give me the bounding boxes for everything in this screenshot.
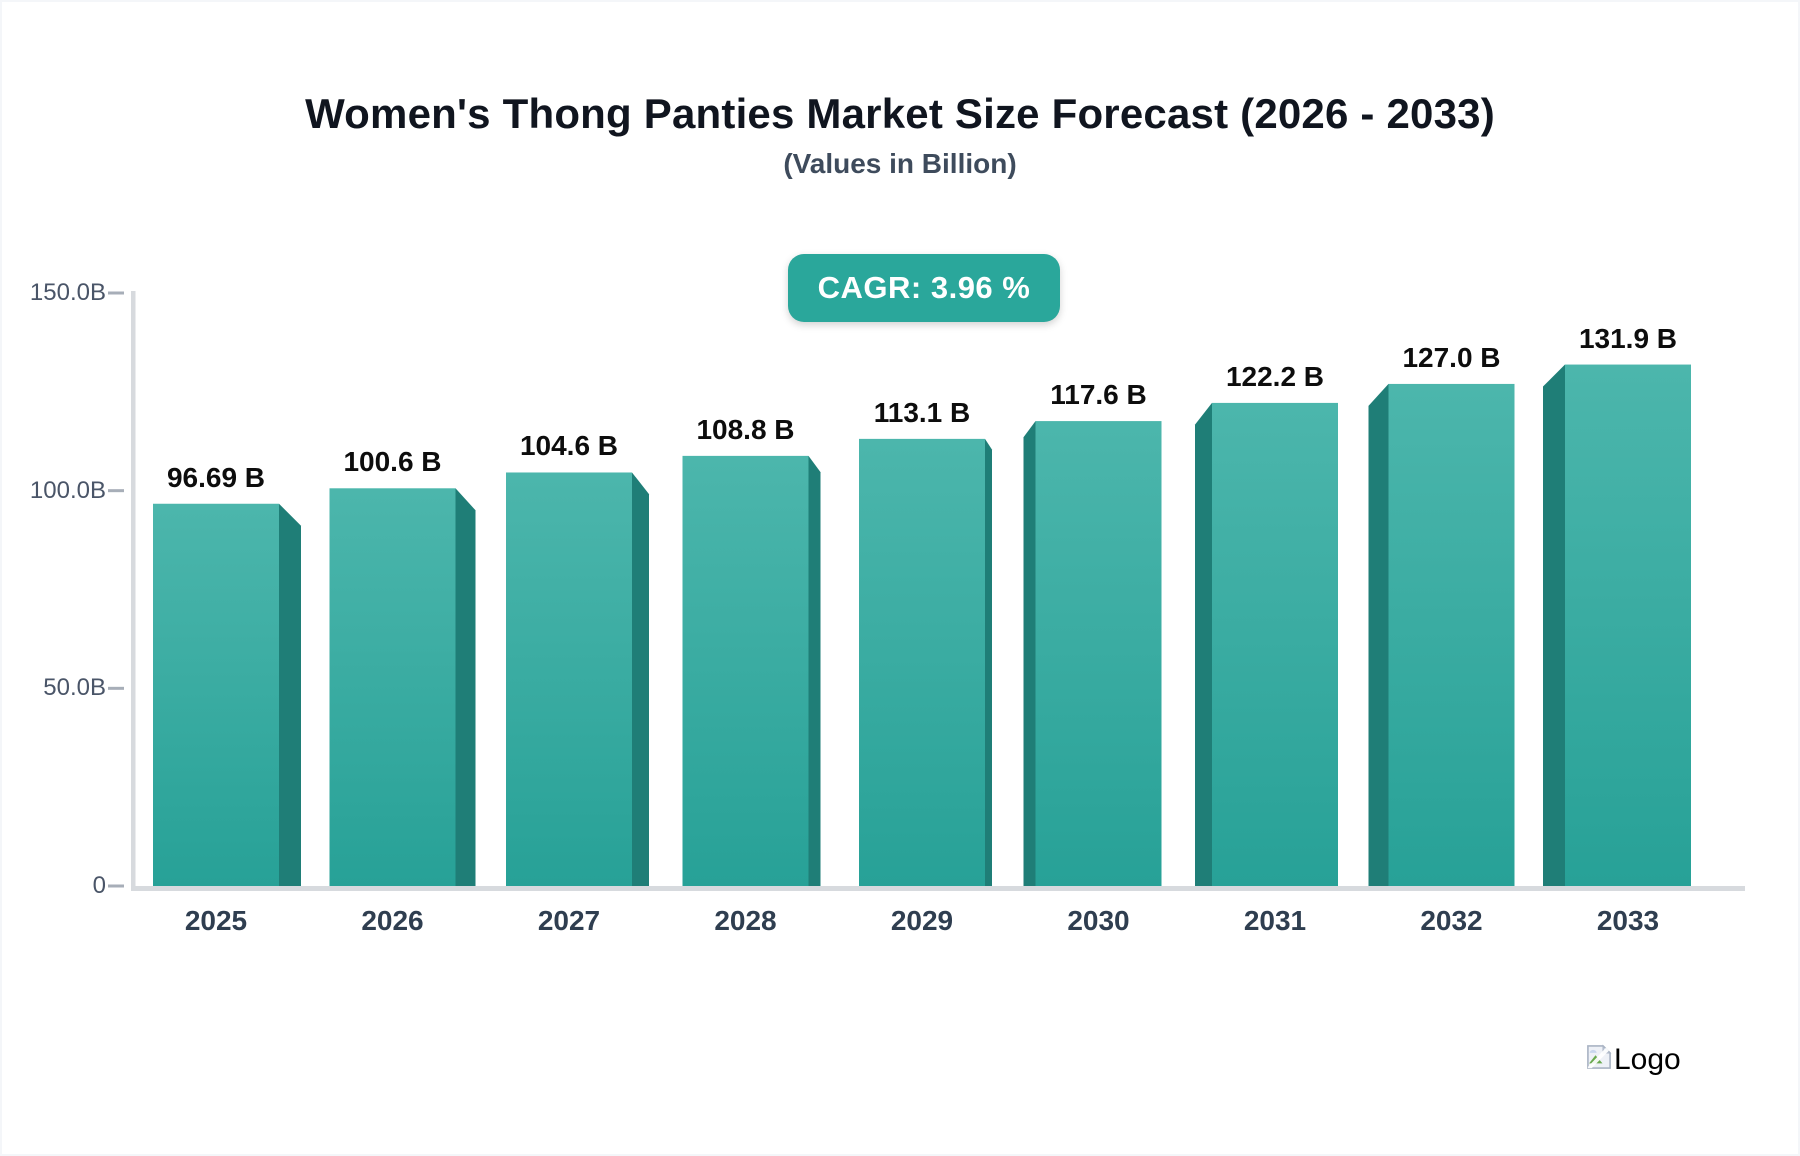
bar-2025[interactable]: [153, 503, 301, 886]
bar-value-label: 100.6 B: [343, 446, 442, 478]
bar-2031[interactable]: [1195, 402, 1338, 886]
bar-2030[interactable]: [1023, 421, 1162, 886]
cagr-badge: CAGR: 3.96 %: [788, 254, 1060, 322]
bar-value-label: 104.6 B: [519, 430, 619, 462]
bar-main-face: [1212, 402, 1338, 886]
bar-side-face: [455, 488, 476, 886]
y-tick: [108, 291, 124, 295]
bar-2027[interactable]: [506, 472, 649, 886]
bar-main-face: [329, 488, 456, 886]
bar-2033[interactable]: [1543, 364, 1691, 887]
bar-2032[interactable]: [1368, 383, 1515, 886]
bar-main-face: [859, 438, 985, 886]
bar-side-face: [1368, 383, 1389, 886]
x-axis-label: 2033: [1596, 905, 1660, 936]
bar-value-label: 113.1 B: [873, 396, 971, 428]
bar-side-face: [808, 455, 821, 886]
bar-value-label: 96.69 B: [166, 461, 266, 493]
y-axis-line: [131, 291, 136, 891]
bar-side-face: [985, 438, 992, 886]
x-axis-label: 2032: [1420, 905, 1483, 936]
y-tick: [108, 884, 124, 888]
broken-image-icon: [1587, 1044, 1612, 1069]
bar-main-face: [682, 455, 809, 886]
y-axis-label: 150.0B: [29, 279, 106, 306]
bar-main-face: [1388, 383, 1515, 886]
bar-main-face: [153, 503, 279, 886]
x-axis-line: [131, 886, 1745, 891]
cagr-label: CAGR: 3.96 %: [817, 270, 1031, 305]
bar-2028[interactable]: [682, 455, 821, 886]
bar-side-face: [1543, 364, 1565, 887]
x-axis-label: 2025: [184, 905, 248, 936]
x-axis-label: 2028: [714, 905, 777, 936]
bar-side-face: [632, 472, 649, 886]
x-axis-label: 2026: [361, 905, 424, 936]
bar-side-face: [1195, 402, 1212, 886]
y-axis-label: 0: [92, 872, 106, 899]
bar-2029[interactable]: [859, 438, 992, 886]
bar-side-face: [1023, 421, 1036, 886]
logo: Logo: [1585, 1040, 1681, 1080]
y-axis-label: 50.0B: [43, 674, 106, 702]
bar-main-face: [1035, 421, 1162, 886]
x-axis-label: 2031: [1243, 905, 1307, 936]
bar-main-face: [506, 472, 632, 886]
x-axis-label: 2027: [537, 905, 601, 936]
chart-title: Women's Thong Panties Market Size Foreca…: [305, 90, 1495, 137]
bar-side-face: [279, 503, 301, 886]
chart-subtitle: (Values in Billion): [783, 148, 1017, 179]
bar-value-label: 117.6 B: [1050, 379, 1147, 411]
logo-text: Logo: [1614, 1043, 1681, 1076]
x-axis-label: 2030: [1067, 905, 1130, 936]
bar-value-label: 131.9 B: [1578, 322, 1678, 354]
bar-2026[interactable]: [329, 488, 476, 886]
y-tick: [108, 686, 124, 690]
bar-value-label: 122.2 B: [1225, 360, 1325, 392]
bar-value-label: 108.8 B: [696, 413, 795, 445]
y-axis-label: 100.0B: [29, 476, 106, 504]
y-tick: [108, 489, 124, 493]
bar-value-label: 127.0 B: [1402, 341, 1501, 373]
x-axis-label: 2029: [890, 905, 954, 936]
bar-main-face: [1565, 364, 1691, 887]
